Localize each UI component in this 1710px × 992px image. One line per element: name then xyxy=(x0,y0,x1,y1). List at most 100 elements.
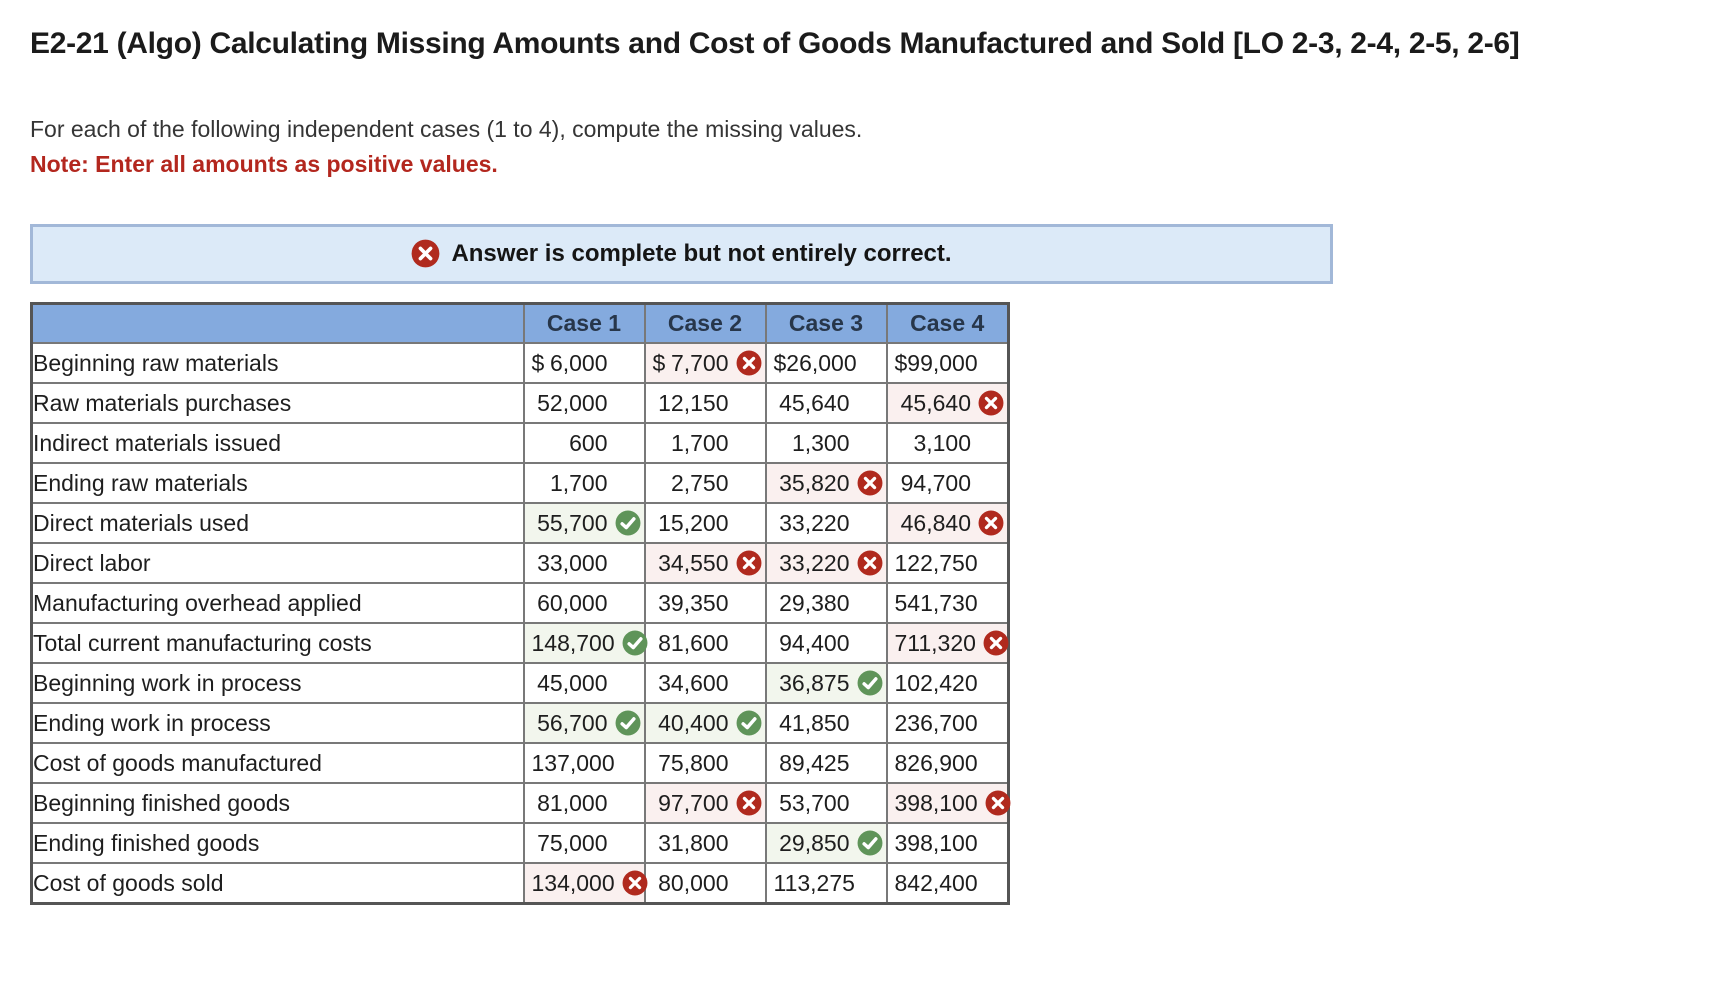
value-cell: 45,000 xyxy=(522,662,646,705)
page-title: E2-21 (Algo) Calculating Missing Amounts… xyxy=(30,27,1520,60)
cell-value: 29,380 xyxy=(779,589,850,616)
check-circle-icon xyxy=(729,710,762,736)
cell-value: 33,220 xyxy=(779,549,850,576)
value-cell: $6,000 xyxy=(522,342,646,385)
cell-value: 134,000 xyxy=(531,869,615,896)
check-circle-icon xyxy=(850,830,883,856)
value-cell: 1,700 xyxy=(522,462,646,505)
value-cell: 842,400 xyxy=(885,862,1010,905)
value-cell: 122,750 xyxy=(885,542,1010,585)
value-cell: 711,320 xyxy=(885,622,1010,665)
value-cell: 102,420 xyxy=(885,662,1010,705)
table-row: Beginning work in process 45,000 34,600 36,… xyxy=(30,662,1010,705)
x-circle-icon xyxy=(971,390,1004,416)
cell-value: 12,150 xyxy=(658,389,729,416)
cell-value: 122,750 xyxy=(894,549,978,576)
grading-banner-text: Answer is complete but not entirely corr… xyxy=(451,239,952,267)
currency-symbol: $ xyxy=(531,349,545,376)
value-cell: 398,100 xyxy=(885,822,1010,865)
x-circle-icon xyxy=(729,790,762,816)
cell-value: 137,000 xyxy=(531,749,615,776)
row-label: Ending raw materials xyxy=(30,462,525,505)
value-cell: 36,875 xyxy=(764,662,888,705)
row-label: Manufacturing overhead applied xyxy=(30,582,525,625)
table-row: Cost of goods sold 134,000 80,000 113,275 84… xyxy=(30,862,1010,905)
cell-value: 36,875 xyxy=(779,669,850,696)
row-label: Beginning raw materials xyxy=(30,342,525,385)
value-cell: 236,700 xyxy=(885,702,1010,745)
table-row: Raw materials purchases 52,000 12,150 45,64… xyxy=(30,382,1010,425)
cell-value: 35,820 xyxy=(779,469,850,496)
table-row: Beginning finished goods 81,000 97,700 53,7… xyxy=(30,782,1011,825)
value-cell: 15,200 xyxy=(643,502,767,545)
x-circle-icon xyxy=(971,510,1004,536)
value-cell: 31,800 xyxy=(643,822,767,865)
cell-value: 53,700 xyxy=(779,789,850,816)
cell-value: 1,700 xyxy=(549,469,608,496)
row-label: Direct materials used xyxy=(30,502,525,545)
column-header-case-4: Case 4 xyxy=(885,302,1010,345)
currency-symbol: $ xyxy=(773,349,787,376)
cell-value: 15,200 xyxy=(658,509,729,536)
value-cell: 34,600 xyxy=(643,662,767,705)
cell-value: 398,100 xyxy=(894,789,978,816)
value-cell: 33,220 xyxy=(764,502,888,545)
cell-value: 3,100 xyxy=(913,429,971,456)
value-cell: 60,000 xyxy=(522,582,646,625)
cell-value: 34,550 xyxy=(658,549,729,576)
value-cell: 46,840 xyxy=(885,502,1010,545)
cell-value: 97,700 xyxy=(658,789,729,816)
value-cell: 39,350 xyxy=(643,582,767,625)
row-label: Ending work in process xyxy=(30,702,525,745)
value-cell: 55,700 xyxy=(522,502,646,545)
cell-value: 55,700 xyxy=(537,509,608,536)
value-cell: 45,640 xyxy=(764,382,888,425)
value-cell: 33,220 xyxy=(764,542,888,585)
row-label: Total current manufacturing costs xyxy=(30,622,525,665)
x-circle-icon xyxy=(729,350,762,376)
row-label: Cost of goods manufactured xyxy=(30,742,525,785)
table-row: Indirect materials issued 600 1,700 1,300 3,… xyxy=(30,422,1010,465)
cell-value: 81,000 xyxy=(537,789,608,816)
cell-value: 56,700 xyxy=(537,709,608,736)
row-label: Beginning finished goods xyxy=(30,782,525,825)
table-row: Ending finished goods 75,000 31,800 29,850 3… xyxy=(30,822,1010,865)
corner-cell xyxy=(30,302,525,345)
value-cell: 398,100 xyxy=(885,782,1011,825)
value-cell: 81,600 xyxy=(643,622,767,665)
cell-value: 7,700 xyxy=(670,349,729,376)
cell-value: 89,425 xyxy=(779,749,850,776)
table-header-row: Case 1 Case 2 Case 3 Case 4 xyxy=(30,302,1010,345)
value-cell: 56,700 xyxy=(522,702,646,745)
cases-table: Case 1 Case 2 Case 3 Case 4 Beginning raw m… xyxy=(30,301,1011,905)
x-circle-icon xyxy=(976,630,1009,656)
cell-value: 94,700 xyxy=(900,469,971,496)
cell-value: 45,640 xyxy=(779,389,850,416)
cell-value: 34,600 xyxy=(658,669,729,696)
cell-value: 41,850 xyxy=(779,709,850,736)
problem-page: E2-21 (Algo) Calculating Missing Amounts… xyxy=(30,27,1520,905)
value-cell: 35,820 xyxy=(764,462,888,505)
cell-value: 39,350 xyxy=(658,589,729,616)
cell-value: 711,320 xyxy=(894,629,976,656)
value-cell: 53,700 xyxy=(764,782,888,825)
table-row: Direct labor 33,000 34,550 33,220 122,750 xyxy=(30,542,1010,585)
table-row: Ending raw materials 1,700 2,750 35,820 94,7… xyxy=(30,462,1010,505)
note-text: Note: Enter all amounts as positive valu… xyxy=(30,150,498,177)
cell-value: 40,400 xyxy=(658,709,729,736)
value-cell: 94,400 xyxy=(764,622,888,665)
row-label: Cost of goods sold xyxy=(30,862,525,905)
value-cell: 113,275 xyxy=(764,862,888,905)
value-cell: 826,900 xyxy=(885,742,1010,785)
cell-value: 33,000 xyxy=(537,549,608,576)
value-cell: 80,000 xyxy=(643,862,767,905)
row-label: Ending finished goods xyxy=(30,822,525,865)
cell-value: 541,730 xyxy=(894,589,978,616)
table-row: Direct materials used 55,700 15,200 33,220 4… xyxy=(30,502,1010,545)
currency-symbol: $ xyxy=(894,349,908,376)
x-circle-icon xyxy=(729,550,762,576)
row-label: Direct labor xyxy=(30,542,525,585)
value-cell: 81,000 xyxy=(522,782,646,825)
value-cell: 600 xyxy=(522,422,646,465)
cell-value: 600 xyxy=(569,429,608,456)
